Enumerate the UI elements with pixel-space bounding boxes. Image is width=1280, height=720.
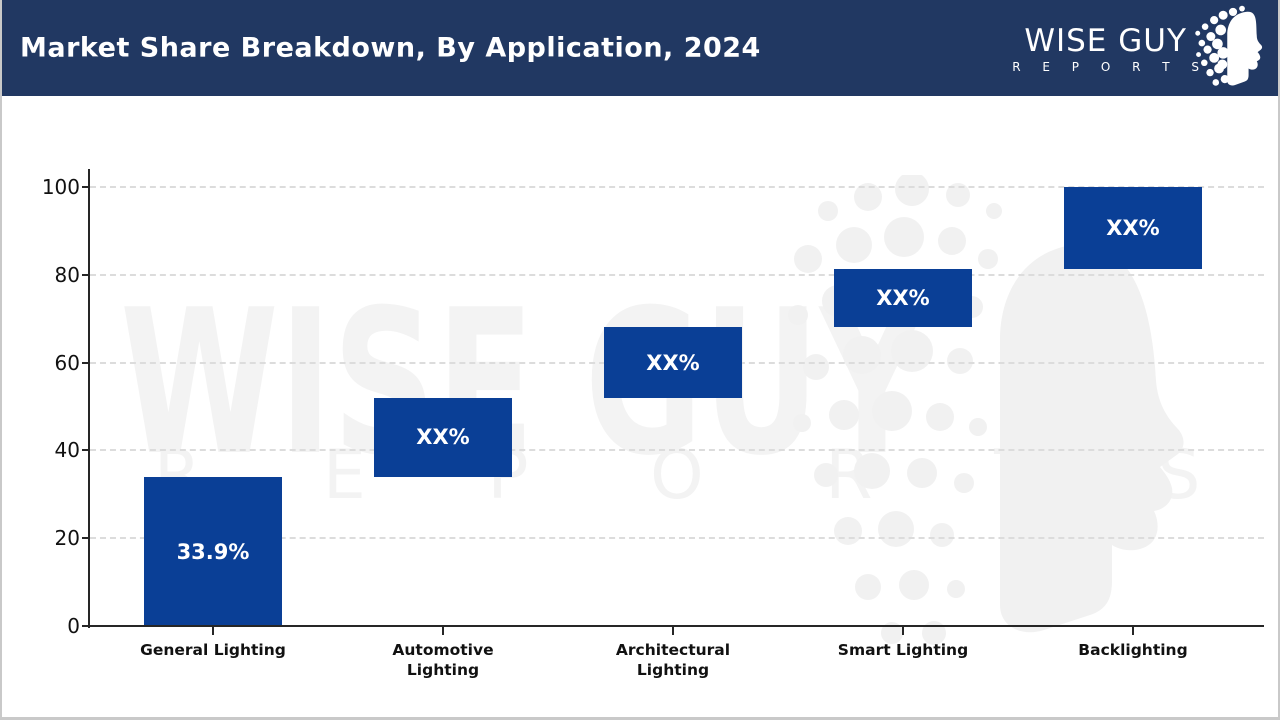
y-axis-tick-label: 20	[54, 526, 80, 551]
y-axis-tick-label: 0	[67, 614, 80, 638]
x-axis-tickmark	[442, 627, 444, 635]
header-bar: Market Share Breakdown, By Application, …	[2, 0, 1278, 96]
y-axis-tickmark	[82, 361, 90, 364]
y-axis-tick-label: 40	[54, 438, 80, 463]
y-axis-tickmark	[82, 449, 90, 452]
y-axis-tickmark	[82, 273, 90, 276]
bar-value-label: XX%	[646, 350, 700, 375]
chart-title: Market Share Breakdown, By Application, …	[20, 32, 761, 64]
x-axis-category-label: Backlighting	[1078, 641, 1188, 659]
bar-value-label: XX%	[1106, 215, 1160, 240]
bar-value-label: XX%	[876, 286, 930, 311]
x-axis-category-label: Automotive Lighting	[392, 641, 494, 679]
watermark-wiseguy-text: WISE GUY	[120, 267, 925, 500]
x-axis-category-label: General Lighting	[140, 641, 286, 659]
y-axis-tickmark	[82, 625, 90, 627]
y-axis-tick-label: 80	[54, 262, 80, 287]
gridline-40	[90, 449, 1264, 452]
gridline-80	[90, 273, 1264, 276]
brand-logo-text: WISE GUY R E P O R T S	[1003, 23, 1208, 74]
bar-backlighting: XX%	[1064, 187, 1202, 269]
x-axis-tickmark	[672, 627, 674, 635]
brand-logo: WISE GUY R E P O R T S	[1003, 4, 1274, 92]
brand-face-icon	[1195, 5, 1263, 86]
bar-smart-lighting: XX%	[834, 268, 972, 328]
gridline-100	[90, 186, 1264, 188]
bar-value-label: 33.9%	[176, 539, 250, 564]
y-axis-line	[88, 169, 90, 628]
y-axis-tick-label: 100	[41, 175, 80, 199]
x-axis-line	[88, 625, 1264, 627]
bar-general-lighting: 33.9%	[144, 477, 282, 626]
x-axis-category-label: Architectural Lighting	[615, 641, 731, 679]
gridline-20	[90, 537, 1264, 540]
x-axis-tickmark	[1132, 627, 1134, 635]
brand-subtitle: R E P O R T S	[1012, 59, 1208, 74]
brand-name: WISE GUY	[1024, 22, 1187, 59]
y-axis-tickmark	[82, 537, 90, 540]
y-axis-tickmark	[82, 186, 90, 188]
x-axis-category-label: Smart Lighting	[837, 641, 969, 659]
bar-architectural-lighting: XX%	[604, 327, 742, 398]
bar-automotive-lighting: XX%	[374, 397, 512, 478]
watermark-reports-text: R E P O R T S	[154, 436, 1251, 515]
x-axis-tickmark	[212, 627, 214, 635]
x-axis-tickmark	[902, 627, 904, 635]
y-axis-tick-label: 60	[54, 350, 80, 375]
bar-value-label: XX%	[416, 425, 470, 450]
